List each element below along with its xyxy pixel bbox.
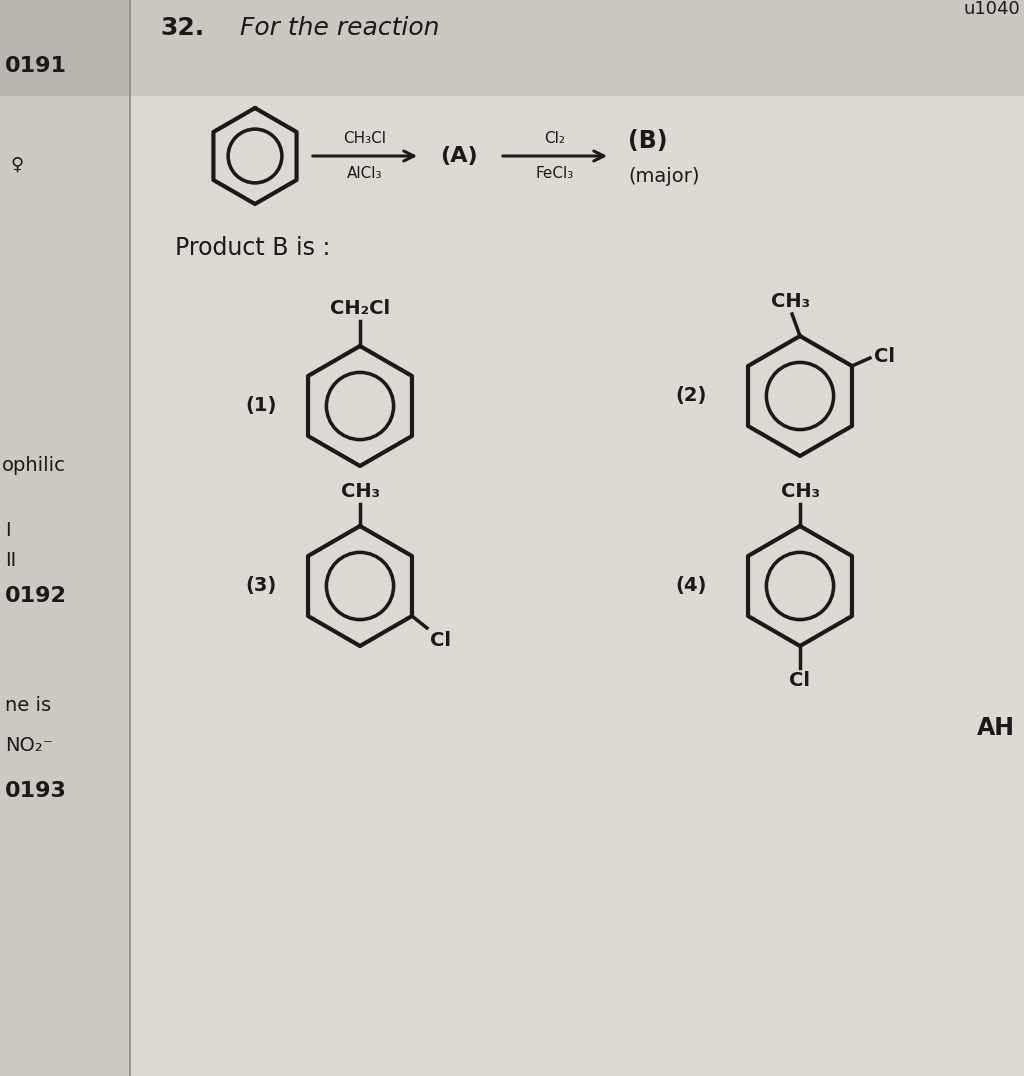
- Text: AH: AH: [977, 716, 1015, 740]
- Text: CH₃: CH₃: [341, 482, 380, 501]
- Text: 0191: 0191: [5, 56, 67, 76]
- Text: AlCl₃: AlCl₃: [347, 166, 383, 181]
- Text: ne is: ne is: [5, 696, 51, 714]
- Text: (4): (4): [675, 577, 707, 595]
- Text: CH₃: CH₃: [770, 292, 810, 311]
- Text: 32.: 32.: [160, 16, 204, 40]
- Text: NO₂⁻: NO₂⁻: [5, 736, 53, 755]
- Text: (3): (3): [245, 577, 276, 595]
- Text: (major): (major): [628, 167, 699, 185]
- Text: CH₃: CH₃: [780, 482, 819, 501]
- Text: Product B is :: Product B is :: [175, 236, 331, 260]
- Text: CH₂Cl: CH₂Cl: [330, 299, 390, 318]
- Bar: [130, 0, 1024, 96]
- Text: II: II: [5, 551, 16, 570]
- Text: Cl: Cl: [873, 346, 895, 366]
- Text: u1040: u1040: [964, 0, 1020, 18]
- Text: (1): (1): [245, 396, 276, 415]
- Text: CH₃Cl: CH₃Cl: [343, 131, 386, 146]
- Text: 0192: 0192: [5, 586, 67, 606]
- Text: Cl₂: Cl₂: [545, 131, 565, 146]
- Bar: [0, 0, 1024, 96]
- Text: ophilic: ophilic: [2, 456, 66, 475]
- Bar: [130, 0, 1024, 1076]
- Text: Cl: Cl: [430, 631, 451, 650]
- Text: (A): (A): [440, 146, 477, 166]
- Text: For the reaction: For the reaction: [240, 16, 439, 40]
- Text: I: I: [5, 521, 10, 540]
- Text: (2): (2): [675, 386, 707, 406]
- Text: Cl: Cl: [790, 671, 811, 690]
- Text: ♀: ♀: [10, 156, 24, 174]
- Text: (B): (B): [628, 129, 668, 153]
- Text: 0193: 0193: [5, 781, 67, 801]
- Text: FeCl₃: FeCl₃: [536, 166, 574, 181]
